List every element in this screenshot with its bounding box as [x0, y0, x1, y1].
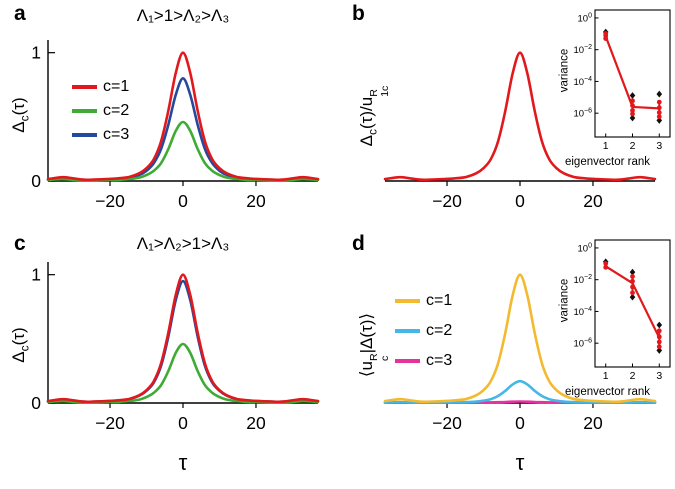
- svg-text:1: 1: [603, 140, 609, 152]
- inset-b-plot: 100 10−2 10−4 10−6 1 2 3: [573, 9, 671, 152]
- legend-line-d-c3: [395, 359, 420, 363]
- panel-a-label: a: [14, 2, 26, 25]
- legend-label-d-c1: c=1: [426, 292, 453, 309]
- legend-line-c1: [72, 85, 97, 89]
- svg-text:10−2: 10−2: [573, 44, 592, 56]
- legend-label-d-c2: c=2: [426, 322, 453, 339]
- svg-text:0: 0: [178, 191, 188, 211]
- panel-a-plot: −20 0 20 0 1: [31, 40, 320, 211]
- legend-line-c2: [72, 109, 97, 113]
- svg-text:20: 20: [246, 413, 266, 433]
- svg-text:3: 3: [656, 370, 662, 382]
- panel-d-legend: c=1 c=2 c=3: [395, 292, 452, 382]
- legend-line-c3: [72, 133, 97, 137]
- svg-text:−20: −20: [95, 191, 125, 211]
- svg-text:10−6: 10−6: [573, 108, 592, 120]
- svg-text:100: 100: [578, 242, 593, 254]
- legend-label-c2: c=2: [103, 102, 130, 119]
- legend-label-c1: c=1: [103, 78, 130, 95]
- panel-a-legend: c=1 c=2 c=3: [72, 78, 129, 150]
- svg-text:0: 0: [31, 171, 41, 191]
- legend-item-d-c1: c=1: [395, 292, 452, 310]
- svg-text:20: 20: [583, 413, 603, 433]
- inset-d-xlabel: eigenvector rank: [564, 386, 651, 398]
- svg-text:2: 2: [630, 140, 636, 152]
- svg-text:1: 1: [31, 265, 41, 285]
- svg-text:20: 20: [246, 191, 266, 211]
- inset-b-xlabel: eigenvector rank: [564, 156, 651, 168]
- legend-line-d-c1: [395, 299, 420, 303]
- svg-text:−20: −20: [432, 413, 462, 433]
- legend-item-d-c3: c=3: [395, 352, 452, 370]
- legend-item-c3: c=3: [72, 126, 129, 144]
- svg-text:0: 0: [178, 413, 188, 433]
- svg-text:2: 2: [630, 370, 636, 382]
- svg-text:10−4: 10−4: [573, 306, 592, 318]
- inset-d-plot: 100 10−2 10−4 10−6 1 2 3: [573, 239, 671, 382]
- panel-d-plot: −20 0 20: [383, 273, 657, 433]
- legend-line-d-c2: [395, 329, 420, 333]
- legend-label-c3: c=3: [103, 126, 130, 143]
- legend-item-c2: c=2: [72, 102, 129, 120]
- svg-text:1: 1: [603, 370, 609, 382]
- svg-text:3: 3: [656, 140, 662, 152]
- svg-text:0: 0: [515, 191, 525, 211]
- panel-d-label: d: [352, 232, 365, 255]
- svg-text:10−6: 10−6: [573, 338, 592, 350]
- panel-c-title: Λ₁>Λ₂>1>Λ₃: [136, 234, 230, 253]
- svg-text:10−2: 10−2: [573, 274, 592, 286]
- legend-label-d-c3: c=3: [426, 352, 453, 369]
- panel-b-plot: −20 0 20: [383, 51, 657, 211]
- panel-c-plot: −20 0 20 0 1: [31, 262, 320, 433]
- legend-item-c1: c=1: [72, 78, 129, 96]
- panel-d-xlabel: τ: [515, 450, 525, 475]
- svg-text:0: 0: [31, 393, 41, 413]
- panel-c-xlabel: τ: [178, 450, 188, 475]
- panel-c-label: c: [14, 232, 26, 255]
- svg-text:100: 100: [578, 12, 593, 24]
- panel-a-title: Λ₁>1>Λ₂>Λ₃: [136, 6, 230, 25]
- panel-b-label: b: [352, 2, 365, 25]
- legend-item-d-c2: c=2: [395, 322, 452, 340]
- svg-text:−20: −20: [432, 191, 462, 211]
- svg-text:0: 0: [515, 413, 525, 433]
- svg-text:1: 1: [31, 43, 41, 63]
- svg-text:20: 20: [583, 191, 603, 211]
- svg-text:−20: −20: [95, 413, 125, 433]
- svg-text:10−4: 10−4: [573, 76, 592, 88]
